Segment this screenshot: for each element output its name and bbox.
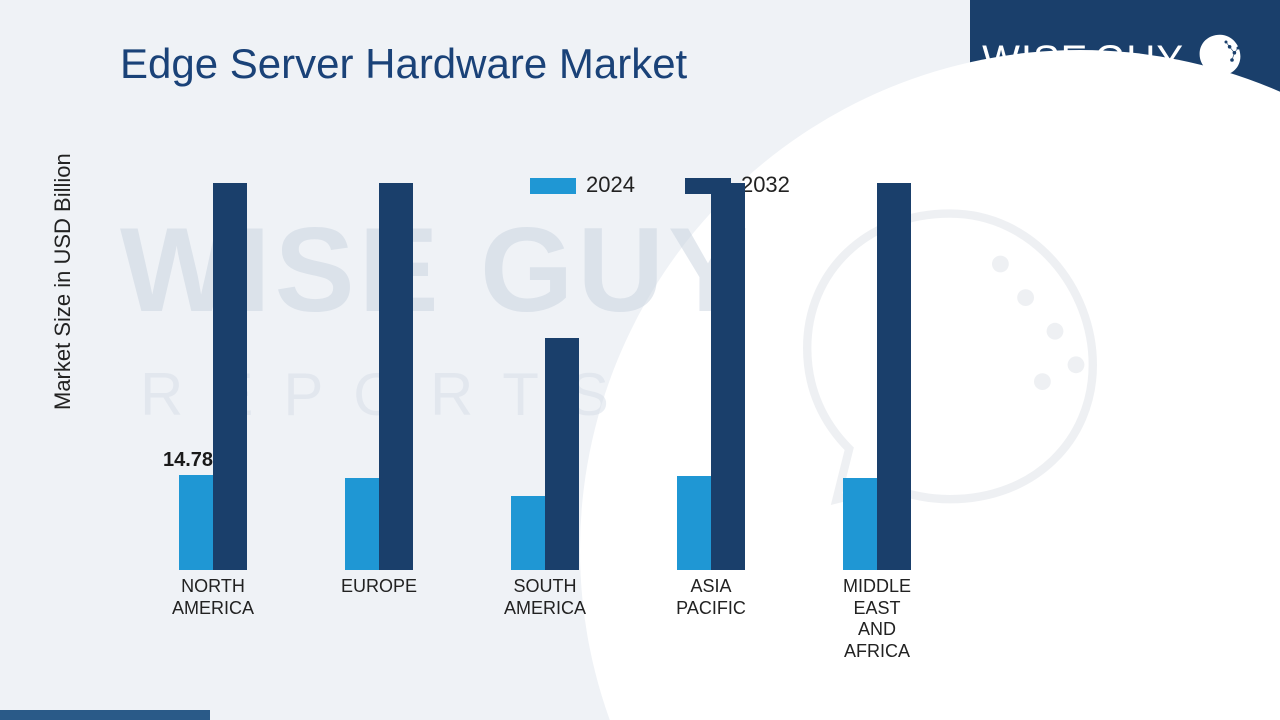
x-label: SOUTHAMERICA	[480, 570, 610, 662]
bar-groups	[130, 170, 960, 570]
bar	[345, 478, 379, 570]
x-axis-labels: NORTHAMERICA EUROPE SOUTHAMERICA ASIAPACIFI…	[130, 570, 960, 662]
stage: WISE GUY R E P O R T S Edge Server Hardw…	[0, 0, 1280, 720]
bar-group	[677, 183, 745, 570]
bar	[179, 475, 213, 570]
x-label: ASIAPACIFIC	[646, 570, 776, 662]
chart-area: Market Size in USD Billion NORTHAMERICAE…	[60, 170, 960, 670]
y-axis-label: Market Size in USD Billion	[50, 153, 76, 410]
logo-word-1: WISE	[982, 38, 1088, 83]
x-label: NORTHAMERICA	[148, 570, 278, 662]
bar	[877, 183, 911, 570]
bar-group	[843, 183, 911, 570]
bar-group	[511, 338, 579, 570]
bar	[711, 183, 745, 570]
bar	[511, 496, 545, 570]
plot-area	[130, 170, 960, 571]
x-label: MIDDLEEASTANDAFRICA	[812, 570, 942, 662]
brand-logo: WISE GUY R E P O R T S	[982, 30, 1250, 104]
x-label: EUROPE	[314, 570, 444, 662]
bar	[843, 478, 877, 570]
bar-group	[345, 183, 413, 570]
bar-group	[179, 183, 247, 570]
page-title: Edge Server Hardware Market	[120, 40, 687, 88]
bar	[379, 183, 413, 570]
logo-word-2: GUY	[1094, 38, 1184, 83]
logo-sub: R E P O R T S	[982, 86, 1250, 104]
bar	[213, 183, 247, 570]
bar	[677, 476, 711, 570]
brain-head-icon	[1190, 30, 1250, 90]
bar-value-label: 14.78	[163, 449, 213, 472]
bar	[545, 338, 579, 570]
bottom-accent-bar	[0, 710, 210, 720]
